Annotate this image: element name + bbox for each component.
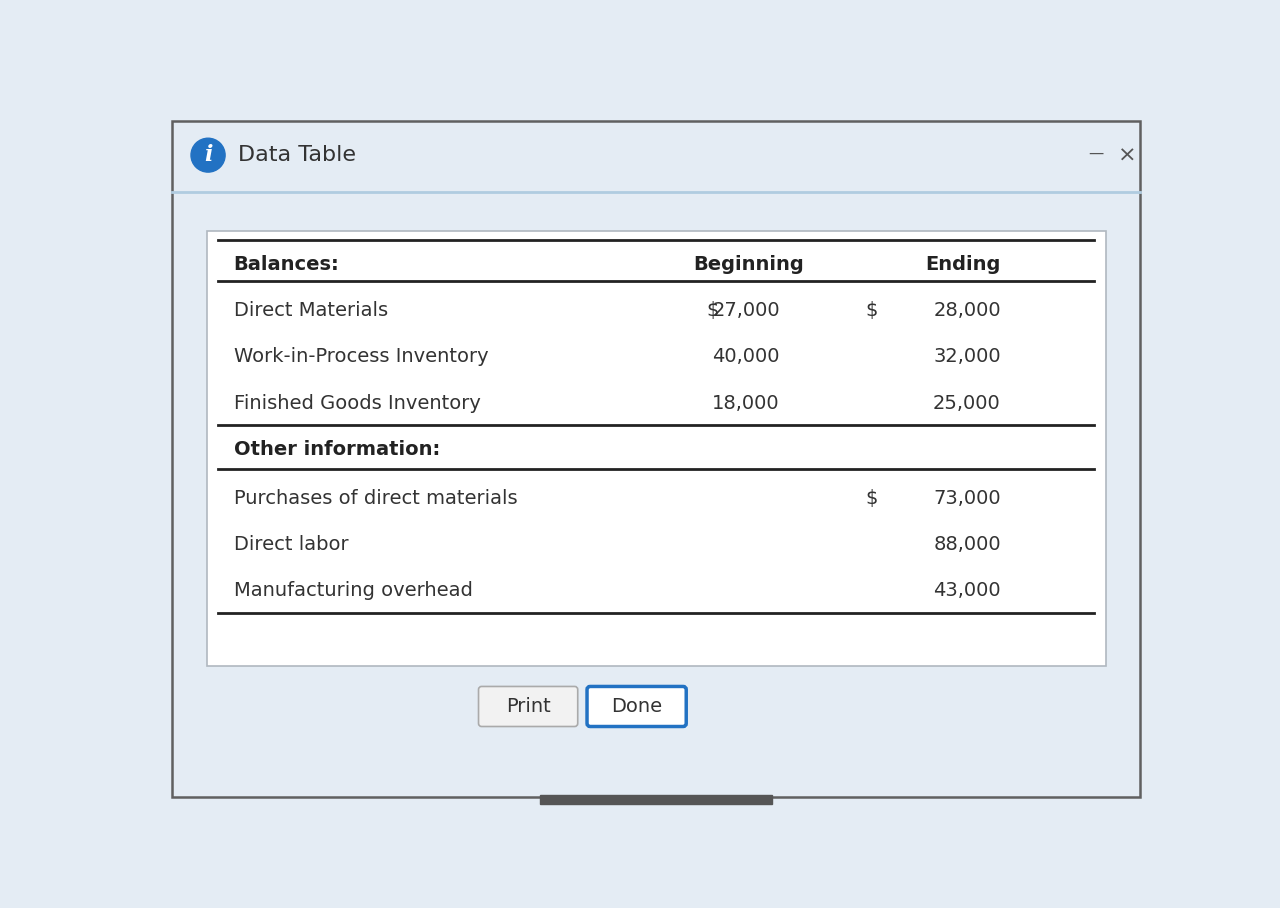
Text: $: $ bbox=[865, 489, 878, 508]
Text: 43,000: 43,000 bbox=[933, 581, 1001, 600]
Text: 25,000: 25,000 bbox=[933, 393, 1001, 412]
Text: Purchases of direct materials: Purchases of direct materials bbox=[234, 489, 517, 508]
Text: 32,000: 32,000 bbox=[933, 348, 1001, 367]
Text: Direct Materials: Direct Materials bbox=[234, 301, 388, 321]
Text: 28,000: 28,000 bbox=[933, 301, 1001, 321]
Text: 73,000: 73,000 bbox=[933, 489, 1001, 508]
Text: 18,000: 18,000 bbox=[713, 393, 780, 412]
Text: 27,000: 27,000 bbox=[713, 301, 780, 321]
Circle shape bbox=[191, 138, 225, 173]
FancyBboxPatch shape bbox=[172, 121, 1140, 796]
FancyBboxPatch shape bbox=[206, 231, 1106, 666]
Text: Ending: Ending bbox=[925, 255, 1001, 274]
Text: 40,000: 40,000 bbox=[713, 348, 780, 367]
Text: 88,000: 88,000 bbox=[933, 536, 1001, 554]
Text: Print: Print bbox=[506, 697, 550, 716]
Text: Work-in-Process Inventory: Work-in-Process Inventory bbox=[234, 348, 488, 367]
Text: Done: Done bbox=[611, 697, 662, 716]
Text: Other information:: Other information: bbox=[234, 439, 440, 459]
Text: Balances:: Balances: bbox=[234, 255, 339, 274]
Text: $: $ bbox=[707, 301, 719, 321]
Text: i: i bbox=[204, 144, 212, 166]
Bar bbox=[540, 795, 772, 804]
Text: —: — bbox=[1088, 146, 1103, 161]
Text: Data Table: Data Table bbox=[238, 145, 356, 165]
Text: Direct labor: Direct labor bbox=[234, 536, 348, 554]
FancyBboxPatch shape bbox=[479, 686, 577, 726]
Text: Finished Goods Inventory: Finished Goods Inventory bbox=[234, 393, 480, 412]
FancyBboxPatch shape bbox=[588, 686, 686, 726]
Text: Manufacturing overhead: Manufacturing overhead bbox=[234, 581, 472, 600]
Text: Beginning: Beginning bbox=[694, 255, 804, 274]
Text: $: $ bbox=[865, 301, 878, 321]
Text: ×: × bbox=[1117, 145, 1137, 165]
